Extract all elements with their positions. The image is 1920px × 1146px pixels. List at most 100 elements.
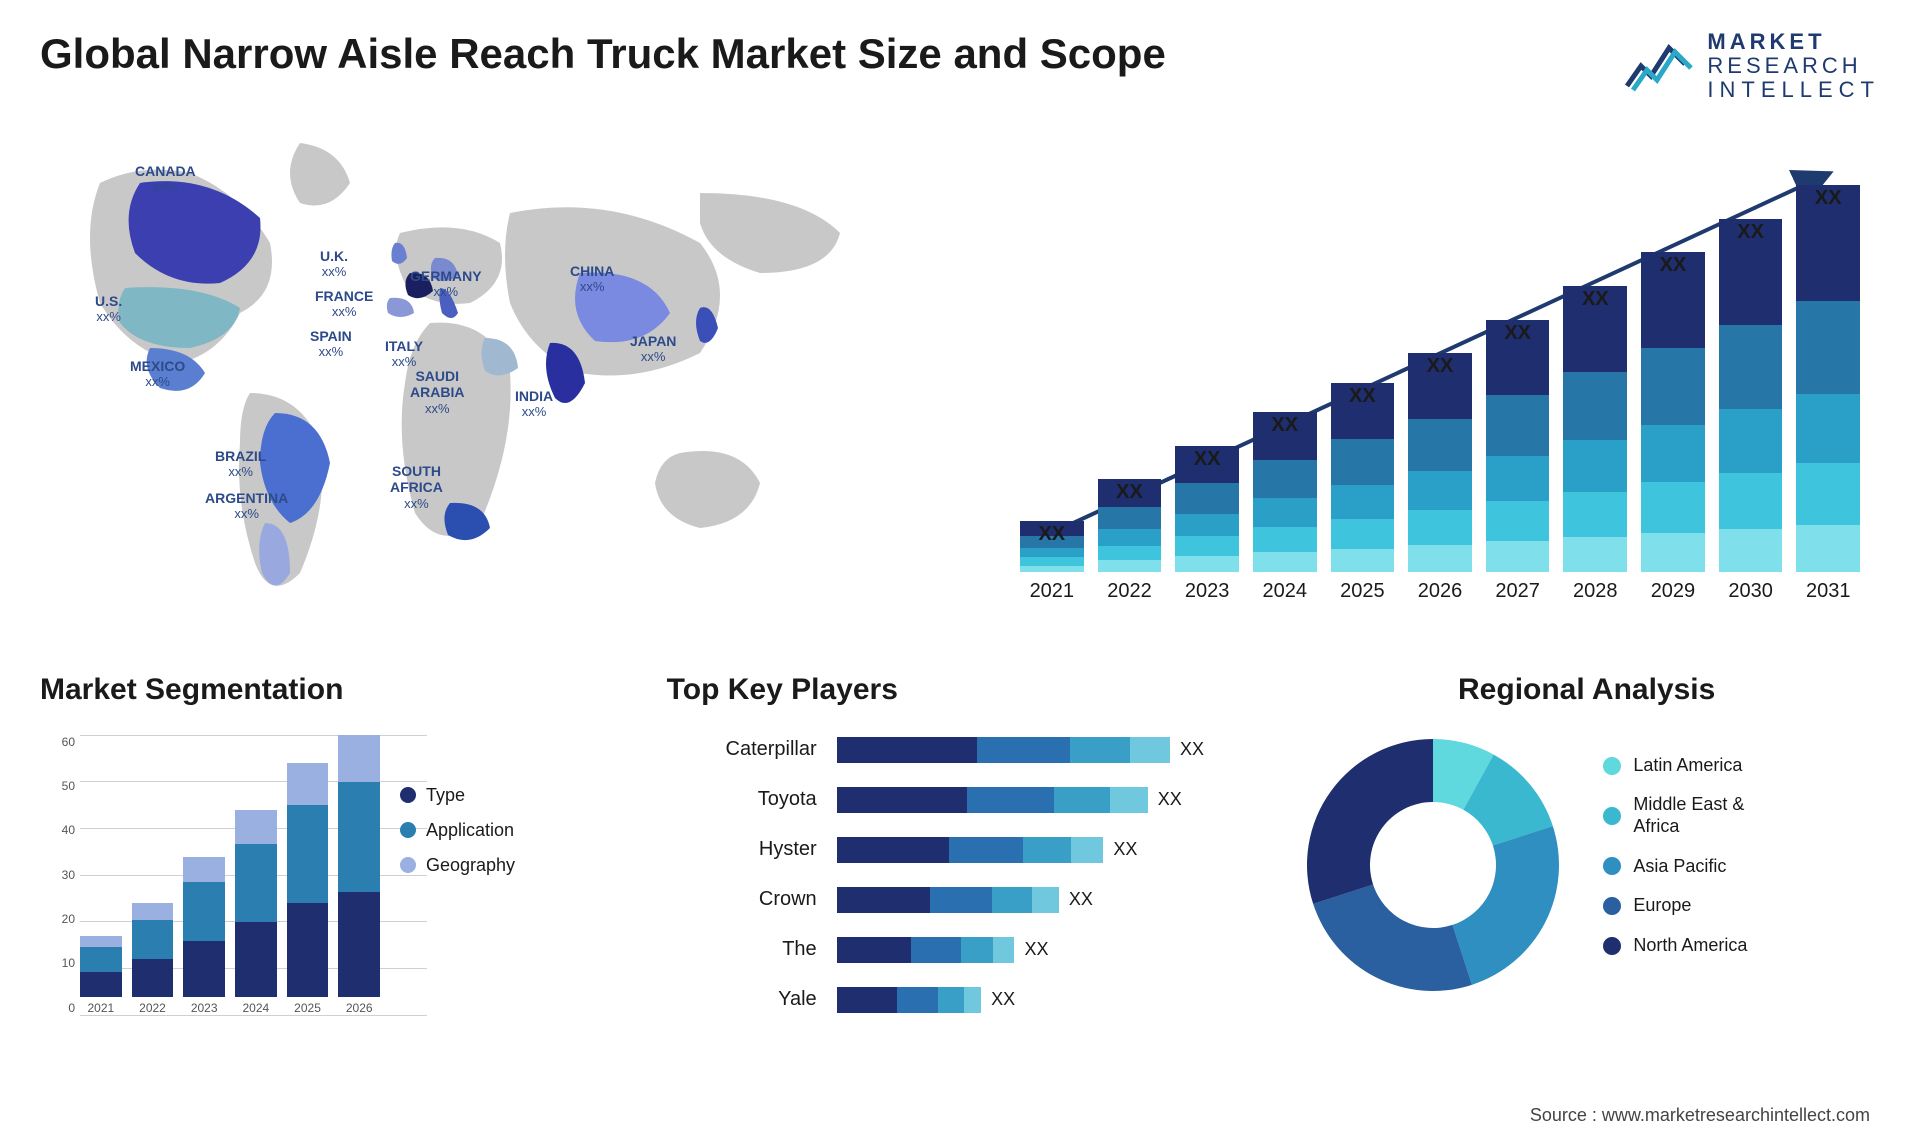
seg-bar-year: 2025 xyxy=(294,1001,321,1015)
player-bar: XX xyxy=(837,834,1254,866)
seg-y-tick: 40 xyxy=(40,823,75,837)
seg-bar-year: 2024 xyxy=(243,1001,270,1015)
growth-bar: XX 2026 xyxy=(1408,353,1472,602)
player-value: XX xyxy=(1069,889,1093,910)
key-players-chart: CaterpillarToyotaHysterCrownTheYale XXXX… xyxy=(667,725,1254,1025)
logo-text-2: RESEARCH xyxy=(1707,54,1880,78)
growth-bar-year: 2024 xyxy=(1262,580,1307,603)
player-value: XX xyxy=(991,989,1015,1010)
player-name: Caterpillar xyxy=(667,738,817,761)
player-name: Hyster xyxy=(667,838,817,861)
brand-logo: MARKET RESEARCH INTELLECT xyxy=(1625,30,1880,103)
page-title: Global Narrow Aisle Reach Truck Market S… xyxy=(40,30,1166,78)
map-country-label: U.K.xx% xyxy=(320,248,348,280)
key-players-panel: Top Key Players Caterpillar Toyota Hyster C… xyxy=(667,673,1254,1093)
growth-bar-year: 2027 xyxy=(1495,580,1540,603)
regional-legend-item: North America xyxy=(1603,935,1747,957)
seg-y-tick: 10 xyxy=(40,956,75,970)
source-attribution: Source : www.marketresearchintellect.com xyxy=(1530,1105,1870,1126)
player-bar: XX xyxy=(837,984,1254,1016)
map-country-label: SPAINxx% xyxy=(310,328,352,360)
growth-bar: XX2029 xyxy=(1641,252,1705,602)
growth-bar-value: XX xyxy=(1796,187,1860,210)
seg-y-tick: 30 xyxy=(40,868,75,882)
player-value: XX xyxy=(1113,839,1137,860)
growth-bar-year: 2029 xyxy=(1651,580,1696,603)
growth-bar-year: 2023 xyxy=(1185,580,1230,603)
seg-bar-year: 2023 xyxy=(191,1001,218,1015)
seg-y-tick: 60 xyxy=(40,735,75,749)
segmentation-chart: 6050403020100 202120222023202420252026 T… xyxy=(40,725,627,1045)
player-bar: XX xyxy=(837,934,1254,966)
regional-legend-item: Europe xyxy=(1603,895,1747,917)
seg-legend-item: Application xyxy=(400,820,515,841)
growth-bar-year: 2030 xyxy=(1728,580,1773,603)
player-name: Yale xyxy=(667,988,817,1011)
segmentation-title: Market Segmentation xyxy=(40,673,627,707)
seg-legend-item: Geography xyxy=(400,855,515,876)
player-name: Toyota xyxy=(667,788,817,811)
player-value: XX xyxy=(1180,739,1204,760)
growth-bar-year: 2028 xyxy=(1573,580,1618,603)
seg-bar-year: 2026 xyxy=(346,1001,373,1015)
seg-bar-year: 2022 xyxy=(139,1001,166,1015)
growth-bar: XX 2023 xyxy=(1175,446,1239,603)
map-country-label: SAUDIARABIAxx% xyxy=(410,368,464,417)
seg-bar: 2021 xyxy=(80,936,122,1015)
player-bar: XX xyxy=(837,734,1254,766)
growth-bar: XX 2030 xyxy=(1719,219,1783,603)
growth-bar-year: 2031 xyxy=(1806,580,1851,603)
seg-bar: 2026 xyxy=(338,735,380,1014)
growth-bar-year: 2021 xyxy=(1030,580,1075,603)
player-bar: XX xyxy=(837,884,1254,916)
segmentation-panel: Market Segmentation 60 50 40 30 20 10 0 2021 20… xyxy=(40,673,627,1093)
growth-bar-year: 2022 xyxy=(1107,580,1152,603)
regional-title: Regional Analysis xyxy=(1293,673,1880,707)
regional-legend-item: Asia Pacific xyxy=(1603,856,1747,878)
map-country-label: INDIAxx% xyxy=(515,388,553,420)
map-country-label: ITALYxx% xyxy=(385,338,423,370)
seg-bar: 2023 xyxy=(183,857,225,1015)
map-country-label: GERMANYxx% xyxy=(410,268,482,300)
growth-bar-value: XX xyxy=(1175,448,1239,471)
seg-y-tick: 0 xyxy=(40,1001,75,1015)
growth-bar-value: XX xyxy=(1253,414,1317,437)
growth-bar-value: XX xyxy=(1331,385,1395,408)
growth-bar-value: XX xyxy=(1719,221,1783,244)
regional-legend-item: Latin America xyxy=(1603,755,1747,777)
growth-bar-year: 2026 xyxy=(1418,580,1463,603)
map-country-label: MEXICOxx% xyxy=(130,358,185,390)
player-bar: XX xyxy=(837,784,1254,816)
growth-bar: XX 2028 xyxy=(1563,286,1627,603)
growth-bar: XX 2024 xyxy=(1253,412,1317,603)
map-country-label: FRANCExx% xyxy=(315,288,373,320)
growth-bar-year: 2025 xyxy=(1340,580,1385,603)
world-map: CANADAxx%U.S.xx%MEXICOxx%BRAZILxx%ARGENT… xyxy=(40,123,960,643)
regional-panel: Regional Analysis Latin America Middle Ea… xyxy=(1293,673,1880,1093)
seg-y-tick: 20 xyxy=(40,912,75,926)
growth-bar: XX 2031 xyxy=(1796,185,1860,602)
player-value: XX xyxy=(1024,939,1048,960)
logo-icon xyxy=(1625,38,1695,94)
seg-y-tick: 50 xyxy=(40,779,75,793)
growth-bar-value: XX xyxy=(1563,288,1627,311)
growth-bar: XX 2022 xyxy=(1098,479,1162,602)
map-country-label: BRAZILxx% xyxy=(215,448,266,480)
regional-legend-item: Middle East &Africa xyxy=(1603,794,1747,837)
growth-bar-value: XX xyxy=(1486,322,1550,345)
key-players-title: Top Key Players xyxy=(667,673,1254,707)
seg-bar: 2025 xyxy=(287,763,329,1014)
player-name: Crown xyxy=(667,888,817,911)
seg-bar-year: 2021 xyxy=(87,1001,114,1015)
map-country-label: ARGENTINAxx% xyxy=(205,490,288,522)
growth-bar-value: XX xyxy=(1098,481,1162,504)
map-country-label: JAPANxx% xyxy=(630,333,676,365)
growth-bar: XX2021 xyxy=(1020,521,1084,602)
map-country-label: SOUTHAFRICAxx% xyxy=(390,463,443,512)
map-country-label: CANADAxx% xyxy=(135,163,196,195)
growth-bar-value: XX xyxy=(1408,355,1472,378)
growth-bar: XX 2025 xyxy=(1331,383,1395,603)
seg-bar: 2022 xyxy=(132,903,174,1014)
logo-text-1: MARKET xyxy=(1707,30,1880,54)
map-country-label: CHINAxx% xyxy=(570,263,614,295)
